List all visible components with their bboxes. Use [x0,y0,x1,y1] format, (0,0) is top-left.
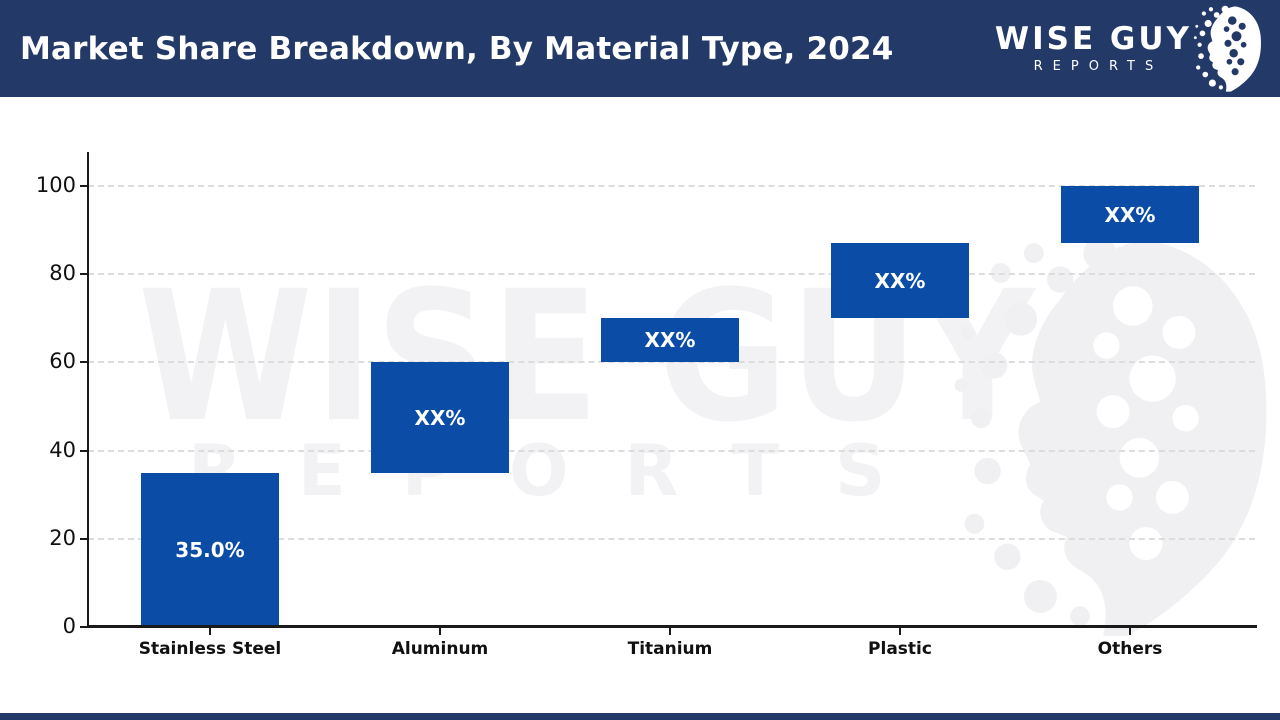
y-tick-label: 20 [49,525,76,550]
header-bar: Market Share Breakdown, By Material Type… [0,0,1280,97]
x-tick-label-titanium: Titanium [627,639,713,659]
x-axis [87,625,1257,628]
watermark-subtitle: REPORTS [188,430,942,512]
bar-value-label: XX% [414,405,466,430]
bar-stainless-steel: 35.0% [141,472,279,627]
x-axis-tick [899,628,901,635]
bar-plastic: XX% [831,243,969,319]
logo-subtitle: REPORTS [1033,59,1164,74]
page-title: Market Share Breakdown, By Material Type… [20,30,894,67]
x-axis-tick [669,628,671,635]
y-axis-tick [80,185,87,187]
x-tick-label-plastic: Plastic [868,639,932,659]
bar-value-label: XX% [644,328,696,353]
bar-value-label: XX% [874,268,926,293]
gridline-100 [88,185,1255,187]
y-tick-label: 40 [49,437,76,462]
y-axis-tick [80,537,87,540]
bar-value-label: 35.0% [175,537,245,562]
wiseguy-head-icon [1193,5,1261,92]
y-axis-tick [80,273,87,276]
y-axis [87,152,89,628]
gridline-20 [88,537,1255,540]
y-tick-label: 60 [49,349,76,374]
gridline-60 [88,361,1255,364]
gridline-80 [88,273,1255,276]
footer-bar [0,713,1280,720]
y-axis-tick [80,361,87,364]
x-tick-label-stainless-steel: Stainless Steel [138,639,282,659]
logo-text: WISE GUY REPORTS [994,21,1192,74]
gridline-40 [88,449,1255,452]
y-axis-tick [80,626,87,628]
bar-aluminum: XX% [371,362,509,473]
x-axis-tick [209,628,211,635]
logo-wordmark: WISE GUY [994,21,1192,57]
watermark-head-icon [954,236,1267,636]
bar-value-label: XX% [1104,202,1156,227]
bar-titanium: XX% [601,318,739,363]
y-tick-label: 80 [49,261,76,286]
y-axis-tick [80,449,87,452]
y-tick-label: 0 [62,614,76,638]
bar-others: XX% [1061,186,1199,244]
x-tick-label-others: Others [1097,639,1163,659]
y-tick-label: 100 [35,173,76,197]
wiseguy-logo: WISE GUY REPORTS [995,5,1270,93]
x-axis-tick [1129,628,1131,635]
x-axis-tick [439,628,441,635]
x-tick-label-aluminum: Aluminum [391,639,489,659]
